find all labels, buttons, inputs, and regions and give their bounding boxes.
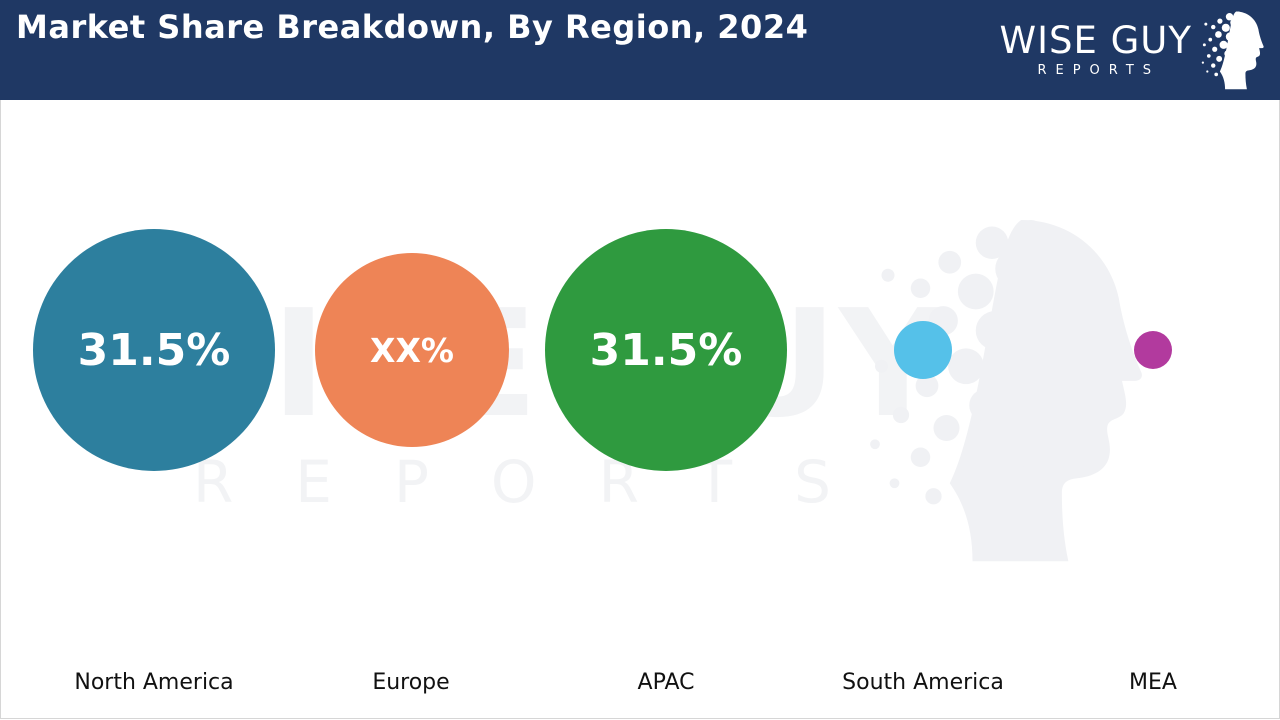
- watermark-head-silhouette-icon: [836, 210, 1161, 568]
- bubble-north-america: 31.5%: [33, 229, 275, 471]
- head-silhouette-icon: [1194, 9, 1268, 91]
- bubble-south-america: [894, 321, 952, 379]
- logo-wordmark: WISE GUY REPORTS: [999, 19, 1192, 78]
- chart-area: WISE GUY REPORTS 31.5% XX% 31.5% North A…: [0, 100, 1280, 719]
- bubble-apac: 31.5%: [545, 229, 787, 471]
- header-bar: Market Share Breakdown, By Region, 2024 …: [0, 0, 1280, 100]
- bubble-mea: [1134, 331, 1172, 369]
- logo-wordmark-line1: WISE GUY: [999, 19, 1192, 63]
- page-title: Market Share Breakdown, By Region, 2024: [16, 8, 809, 46]
- category-label-europe: Europe: [372, 670, 450, 695]
- category-label-mea: MEA: [1129, 670, 1177, 695]
- category-label-north-america: North America: [74, 670, 234, 695]
- bubble-europe: XX%: [315, 253, 509, 447]
- logo-wordmark-line2: REPORTS: [1037, 62, 1161, 78]
- bubble-europe-value: XX%: [370, 330, 454, 370]
- wise-guy-reports-logo: WISE GUY REPORTS: [1000, 4, 1268, 96]
- category-label-south-america: South America: [842, 670, 1004, 695]
- bubble-apac-value: 31.5%: [589, 324, 743, 376]
- watermark-wordmark-line2: REPORTS: [193, 448, 893, 516]
- bubble-north-america-value: 31.5%: [77, 324, 231, 376]
- category-label-apac: APAC: [637, 670, 695, 695]
